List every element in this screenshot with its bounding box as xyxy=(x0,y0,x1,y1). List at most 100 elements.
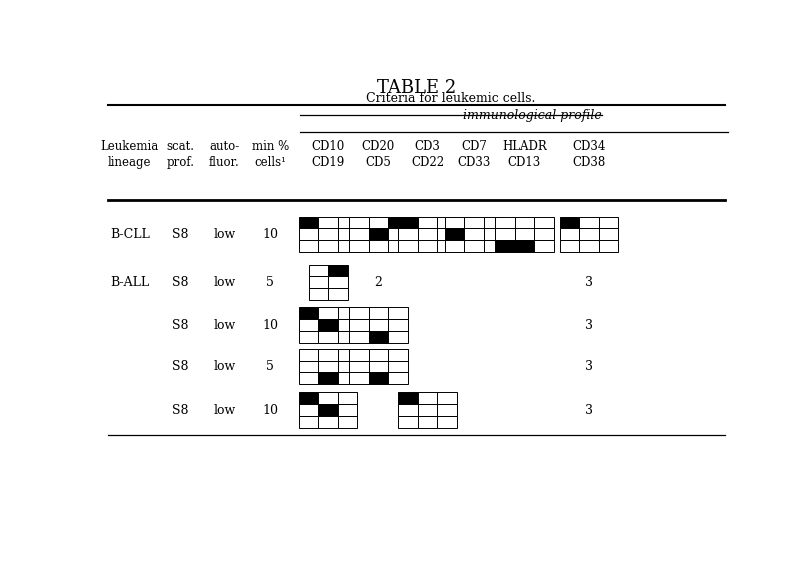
Bar xyxy=(397,392,417,404)
Bar xyxy=(495,241,514,252)
Bar xyxy=(417,392,436,404)
Bar xyxy=(495,229,514,241)
Bar xyxy=(397,241,417,252)
Bar xyxy=(337,392,357,404)
Bar xyxy=(318,349,337,361)
Bar xyxy=(298,217,318,229)
Text: B-ALL: B-ALL xyxy=(110,276,149,289)
Bar xyxy=(318,372,337,384)
Text: low: low xyxy=(212,319,235,332)
Bar xyxy=(298,361,318,372)
Text: CD20
CD5: CD20 CD5 xyxy=(362,140,394,169)
Bar xyxy=(388,229,407,241)
Bar xyxy=(337,331,357,343)
Bar xyxy=(308,276,328,288)
Bar xyxy=(298,307,318,319)
Text: scat.
prof.: scat. prof. xyxy=(166,140,194,169)
Bar xyxy=(368,331,388,343)
Bar xyxy=(298,416,318,428)
Text: S8: S8 xyxy=(172,319,188,332)
Bar xyxy=(368,229,388,241)
Bar xyxy=(436,241,456,252)
Bar xyxy=(368,361,388,372)
Text: B-CLL: B-CLL xyxy=(109,228,149,241)
Bar xyxy=(388,349,407,361)
Text: Leukemia
lineage: Leukemia lineage xyxy=(101,140,159,169)
Bar xyxy=(337,372,357,384)
Text: min %
cells¹: min % cells¹ xyxy=(251,140,289,169)
Bar xyxy=(436,392,456,404)
Text: CD10
CD19: CD10 CD19 xyxy=(311,140,344,169)
Text: 5: 5 xyxy=(266,360,274,373)
Bar xyxy=(514,229,534,241)
Bar xyxy=(349,361,368,372)
Text: 10: 10 xyxy=(262,319,278,332)
Bar xyxy=(368,241,388,252)
Bar xyxy=(368,372,388,384)
Text: 3: 3 xyxy=(585,276,593,289)
Text: 10: 10 xyxy=(262,228,278,241)
Text: low: low xyxy=(212,360,235,373)
Bar xyxy=(337,361,357,372)
Bar xyxy=(349,217,368,229)
Bar xyxy=(388,331,407,343)
Bar xyxy=(444,229,464,241)
Bar xyxy=(388,372,407,384)
Bar xyxy=(514,241,534,252)
Bar xyxy=(318,331,337,343)
Text: 3: 3 xyxy=(585,404,593,417)
Bar xyxy=(349,349,368,361)
Bar xyxy=(308,264,328,276)
Bar xyxy=(337,307,357,319)
Bar xyxy=(328,276,347,288)
Bar xyxy=(318,319,337,331)
Text: TABLE 2: TABLE 2 xyxy=(376,79,455,97)
Bar xyxy=(397,416,417,428)
Text: S8: S8 xyxy=(172,228,188,241)
Bar xyxy=(337,319,357,331)
Bar xyxy=(337,416,357,428)
Bar xyxy=(388,319,407,331)
Text: CD7
CD33: CD7 CD33 xyxy=(457,140,490,169)
Text: 5: 5 xyxy=(266,276,274,289)
Bar xyxy=(349,307,368,319)
Text: S8: S8 xyxy=(172,276,188,289)
Bar xyxy=(349,372,368,384)
Text: low: low xyxy=(212,404,235,417)
Text: CD34
CD38: CD34 CD38 xyxy=(572,140,605,169)
Bar xyxy=(397,229,417,241)
Bar xyxy=(495,217,514,229)
Bar xyxy=(579,217,599,229)
Bar xyxy=(560,229,579,241)
Bar xyxy=(337,229,357,241)
Text: 10: 10 xyxy=(262,404,278,417)
Bar xyxy=(298,392,318,404)
Text: S8: S8 xyxy=(172,404,188,417)
Bar xyxy=(337,349,357,361)
Bar xyxy=(318,307,337,319)
Bar xyxy=(534,217,553,229)
Bar xyxy=(298,229,318,241)
Bar xyxy=(464,241,483,252)
Bar xyxy=(417,241,436,252)
Bar xyxy=(599,217,618,229)
Bar xyxy=(368,217,388,229)
Bar xyxy=(388,307,407,319)
Bar xyxy=(318,217,337,229)
Bar xyxy=(579,241,599,252)
Text: CD3
CD22: CD3 CD22 xyxy=(410,140,444,169)
Bar xyxy=(534,229,553,241)
Bar xyxy=(444,217,464,229)
Bar xyxy=(337,217,357,229)
Text: auto-
fluor.: auto- fluor. xyxy=(208,140,239,169)
Bar xyxy=(417,416,436,428)
Bar xyxy=(368,319,388,331)
Bar xyxy=(599,229,618,241)
Bar xyxy=(337,241,357,252)
Text: 3: 3 xyxy=(585,360,593,373)
Bar xyxy=(560,241,579,252)
Bar xyxy=(388,361,407,372)
Bar xyxy=(388,217,407,229)
Bar xyxy=(298,319,318,331)
Bar xyxy=(464,229,483,241)
